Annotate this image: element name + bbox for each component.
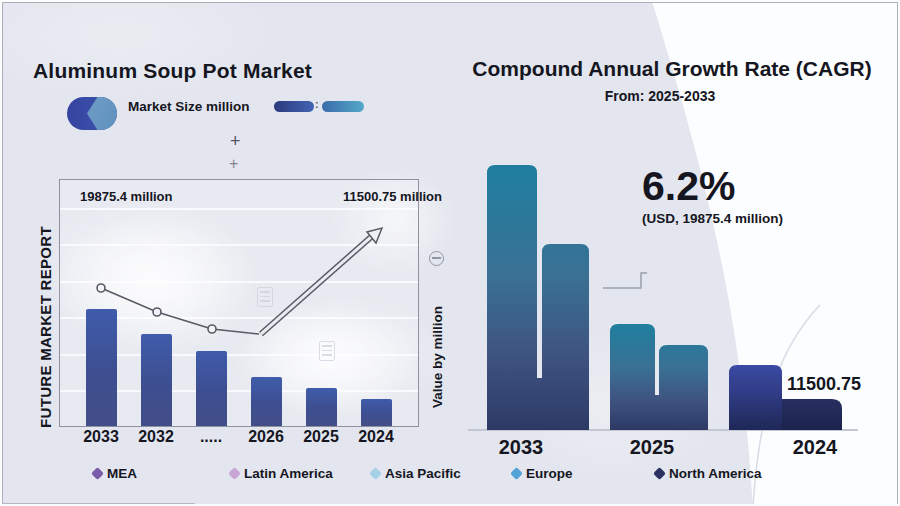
plus-icon: + [230,131,241,152]
cagr-note: (USD, 19875.4 million) [642,211,783,226]
x-axis-label: 2033 [71,428,131,446]
gradient-pill-left [274,101,314,112]
left-panel-title: Aluminum Soup Pot Market [33,59,312,83]
gradient-pill-right [322,101,364,112]
legend-label: Latin America [244,466,333,481]
trend-line-arrow [60,180,418,426]
cagr-value: 6.2% [642,163,735,210]
right-panel-title: Compound Annual Growth Rate (CAGR) [460,57,884,81]
legend-label: Asia Pacific [385,466,461,481]
infographic: Aluminum Soup Pot Market Market Size mil… [0,0,900,506]
y-axis-label: Value by million [430,306,445,408]
market-size-label: Market Size million [128,99,250,114]
x-axis-label: 2025 [612,436,692,459]
x-axis-label: 2024 [346,428,406,446]
pill-separator: : [315,98,319,110]
x-axis-label: ..... [181,428,241,446]
legend-label: MEA [107,466,137,481]
x-axis-label: 2024 [775,436,855,459]
legend-label: North America [669,466,762,481]
x-axis-label: 2026 [236,428,296,446]
x-axis-label: 2025 [291,428,351,446]
plus-icon: + [229,155,238,173]
right-panel-subtitle: From: 2025-2033 [460,88,860,104]
x-axis-label: 2032 [126,428,186,446]
legend-label: Europe [526,466,573,481]
market-size-chart: 19875.4 million 11500.75 million [59,179,419,427]
x-axis-label: 2033 [481,436,561,459]
market-size-icon [67,97,117,130]
bar-annotation: 11500.75 [787,374,861,395]
minus-circle-icon [429,251,444,266]
frame-bottom-line [0,503,195,505]
watermark-vertical-text: FUTURE MARKET REPORT [37,226,54,428]
